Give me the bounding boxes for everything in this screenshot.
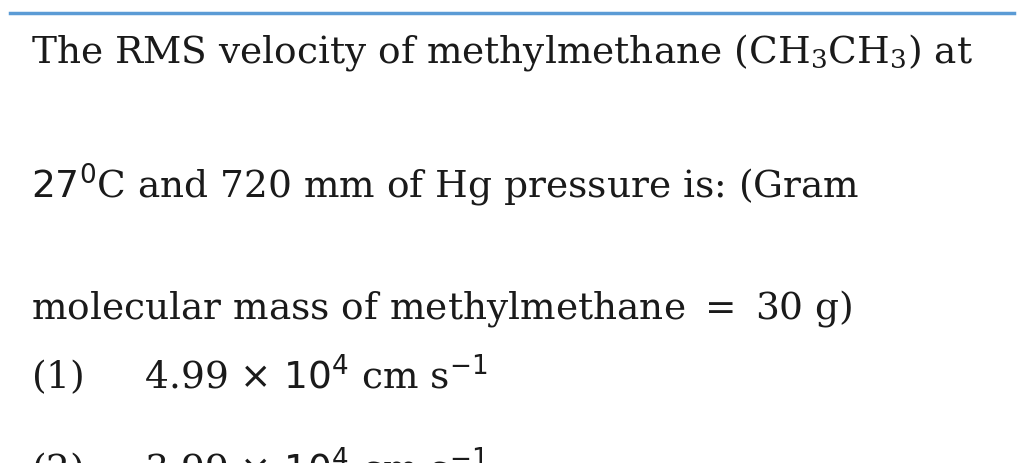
Text: (1) $\quad$ 4.99 $\times$ $10^{4}$ cm s$^{-1}$: (1) $\quad$ 4.99 $\times$ $10^{4}$ cm s$…: [31, 352, 487, 397]
Text: molecular mass of methylmethane $=$ 30 g): molecular mass of methylmethane $=$ 30 g…: [31, 287, 852, 328]
Text: The RMS velocity of methylmethane $\mathregular{(CH_3CH_3)}$ at: The RMS velocity of methylmethane $\math…: [31, 32, 973, 73]
Text: (2) $\quad$ 3.99 $\times$ $10^{4}$ cm s$^{-1}$: (2) $\quad$ 3.99 $\times$ $10^{4}$ cm s$…: [31, 444, 487, 463]
Text: $27^0\mathregular{C}$ and 720 mm of Hg pressure is: (Gram: $27^0\mathregular{C}$ and 720 mm of Hg p…: [31, 162, 859, 209]
